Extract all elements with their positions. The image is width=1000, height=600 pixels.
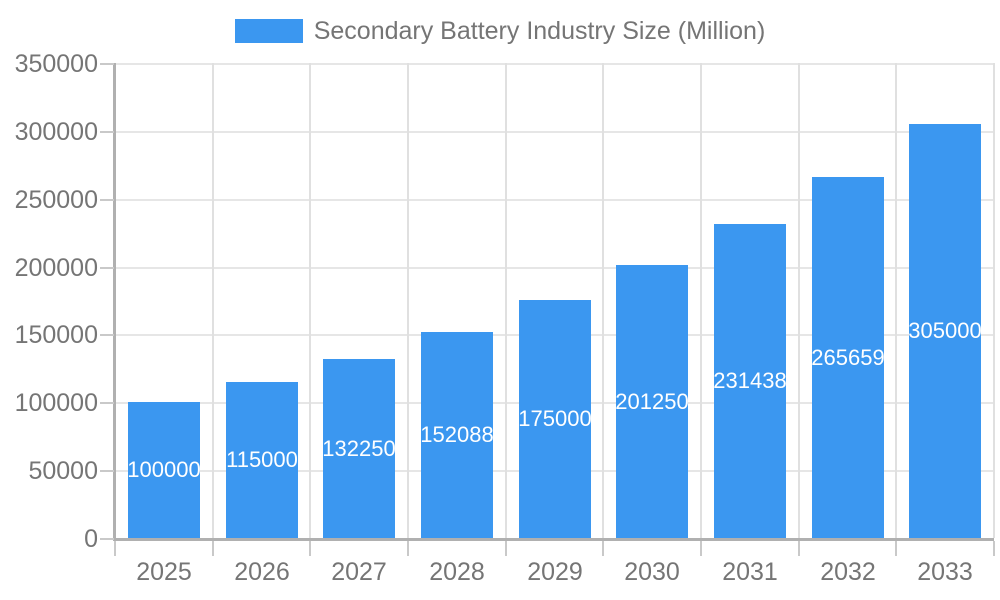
gridline-vertical (309, 63, 311, 538)
y-axis-tick (100, 267, 114, 269)
x-axis-tick (700, 541, 702, 556)
gridline-vertical (895, 63, 897, 538)
bar-2025[interactable] (128, 402, 200, 538)
bar-value-text: 231438 (714, 368, 786, 393)
x-axis-label-2029: 2029 (527, 558, 583, 586)
bar-2029[interactable] (519, 300, 591, 538)
bar-2026[interactable] (226, 382, 298, 538)
x-axis-tick (309, 541, 311, 556)
gridline-vertical (407, 63, 409, 538)
legend-label: Secondary Battery Industry Size (Million… (313, 17, 766, 45)
x-axis-tick (505, 541, 507, 556)
x-axis-label-2032: 2032 (820, 558, 876, 586)
bar-value-label: 201250 (616, 265, 688, 538)
bar-value-text: 201250 (616, 388, 688, 414)
y-axis-label: 0 (84, 525, 98, 553)
y-axis-line (113, 63, 116, 541)
x-axis-tick (993, 541, 995, 556)
y-axis-label: 200000 (14, 254, 98, 282)
gridline-vertical (700, 63, 702, 538)
bar-2030[interactable] (616, 265, 688, 538)
bar-value-text: 132250 (323, 435, 395, 461)
bar-value-label: 231438 (714, 224, 786, 538)
gridline-vertical (602, 63, 604, 538)
gridline-vertical (505, 63, 507, 538)
bar-value-text: 305000 (909, 318, 981, 343)
x-axis-tick (212, 541, 214, 556)
bar-2028[interactable] (421, 332, 493, 538)
x-axis-tick (114, 541, 116, 556)
legend-swatch-icon (234, 19, 303, 43)
gridline-horizontal (115, 131, 994, 133)
y-axis-tick (100, 199, 114, 201)
bar-value-label: 132250 (323, 359, 395, 538)
x-axis-tick (407, 541, 409, 556)
bar-value-text: 100000 (128, 457, 200, 482)
gridline-horizontal (115, 63, 994, 65)
bar-value-text: 152088 (421, 422, 493, 447)
gridline-vertical (212, 63, 214, 538)
gridline-vertical (798, 63, 800, 538)
y-axis-label: 50000 (28, 457, 98, 485)
y-axis-tick (100, 131, 114, 133)
gridline-vertical (993, 63, 995, 538)
x-axis-label-2031: 2031 (722, 558, 778, 586)
x-axis-label-2033: 2033 (917, 558, 973, 586)
y-axis-label: 250000 (14, 186, 98, 214)
x-axis-label-2030: 2030 (624, 558, 680, 586)
x-axis-label-2025: 2025 (136, 558, 192, 586)
gridline-horizontal (115, 199, 994, 201)
legend[interactable]: Secondary Battery Industry Size (Million… (0, 18, 1000, 44)
y-axis-label: 300000 (14, 118, 98, 146)
x-axis-label-2026: 2026 (234, 558, 290, 586)
bar-value-label: 100000 (128, 402, 200, 538)
bar-2032[interactable] (812, 177, 884, 538)
x-axis-tick (798, 541, 800, 556)
bar-value-label: 305000 (909, 124, 981, 538)
y-axis-tick (100, 334, 114, 336)
bar-2033[interactable] (909, 124, 981, 538)
x-axis-label-2027: 2027 (331, 558, 387, 586)
x-axis-tick (895, 541, 897, 556)
bar-2031[interactable] (714, 224, 786, 538)
bar-value-label: 152088 (421, 332, 493, 538)
bar-2027[interactable] (323, 359, 395, 538)
x-axis-tick (602, 541, 604, 556)
bar-value-text: 175000 (519, 406, 591, 431)
y-axis-tick (100, 470, 114, 472)
bar-value-label: 115000 (226, 382, 298, 538)
gridline-horizontal (115, 267, 994, 269)
bar-value-label: 175000 (519, 300, 591, 538)
y-axis-tick (100, 402, 114, 404)
x-axis-line (114, 538, 994, 541)
x-axis-label-2028: 2028 (429, 558, 485, 586)
bar-value-text: 115000 (226, 447, 298, 472)
y-axis-tick (100, 63, 114, 65)
bar-value-label: 265659 (812, 177, 884, 538)
y-axis-tick (100, 538, 114, 540)
y-axis-label: 150000 (14, 321, 98, 349)
y-axis-label: 100000 (14, 389, 98, 417)
bar-value-text: 265659 (812, 344, 884, 370)
y-axis-label: 350000 (14, 50, 98, 78)
